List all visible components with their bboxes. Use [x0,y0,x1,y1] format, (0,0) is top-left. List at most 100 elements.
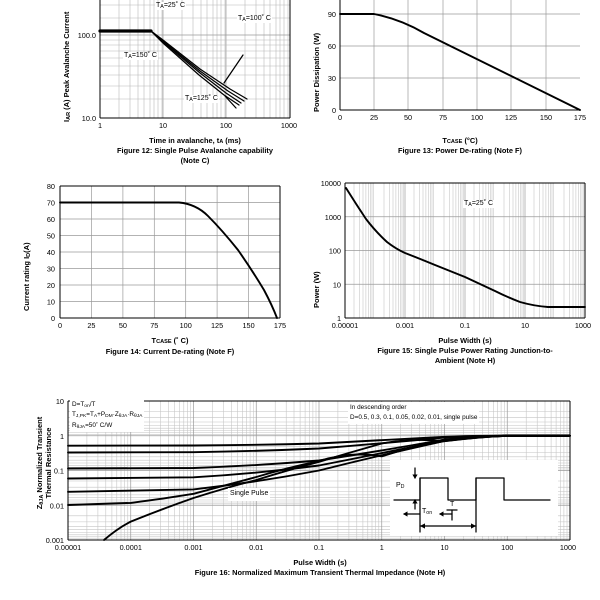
figure-16-formula-line3: RθJA=50˚ C/W [72,421,113,430]
svg-text:0.00001: 0.00001 [332,321,358,330]
svg-text:0.1: 0.1 [460,321,470,330]
figure-16-single-pulse-text: Single Pulse [230,490,269,497]
figure-13-caption: Figure 13: Power De-rating (Note F) [335,146,585,156]
figure-13-y-ticks: 90 60 30 0 [328,10,336,115]
figure-12-x-axis-label: Time in avalanche, tA (ms) [149,136,241,145]
svg-text:0.01: 0.01 [249,543,263,552]
figure-16-x-axis-label: Pulse Width (s) [293,558,347,567]
figure-15: Power (W) [300,178,600,378]
svg-text:80: 80 [47,182,55,191]
figure-16-formula-line2: TJ,PK=TA+PDM·ZθJA·RθJA [72,411,143,420]
svg-text:100.0: 100.0 [78,31,96,40]
figure-16-order-note: In descending order D=0.5, 0.3, 0.1, 0.0… [348,402,480,424]
svg-text:0.0001: 0.0001 [120,543,142,552]
figure-15-x-axis-label: Pulse Width (s) [438,336,492,345]
svg-text:40: 40 [47,248,55,257]
svg-text:25: 25 [87,321,95,330]
svg-text:50: 50 [119,321,127,330]
svg-text:0: 0 [51,314,55,323]
svg-text:1000: 1000 [560,543,576,552]
figure-16-caption: Figure 16: Normalized Maximum Transient … [150,568,490,578]
svg-text:90: 90 [328,10,336,19]
figure-15-caption: Figure 15: Single Pulse Power Rating Jun… [335,346,595,366]
figure-13-caption-line1: Figure 13: Power De-rating (Note F) [397,146,522,155]
svg-text:100: 100 [471,113,483,122]
figure-15-curves [345,187,586,308]
svg-text:0: 0 [58,321,62,330]
figure-13-axis-frame [339,0,580,111]
figure-14-caption-line1: Figure 14: Current De-rating (Note F) [105,347,235,356]
figure-15-axis-frame [344,182,586,319]
svg-text:60: 60 [47,215,55,224]
figure-12-caption-line2: (Note C) [180,155,210,165]
figure-16-inset-label-t: T [449,501,456,508]
svg-text:10000: 10000 [321,179,341,188]
svg-text:0.00001: 0.00001 [55,543,81,552]
svg-text:10.0: 10.0 [82,114,96,123]
svg-text:150: 150 [540,113,552,122]
figure-12-curves [98,29,248,109]
svg-text:30: 30 [47,265,55,274]
svg-text:175: 175 [574,113,586,122]
svg-text:0.001: 0.001 [396,321,414,330]
svg-text:0.001: 0.001 [184,543,202,552]
svg-text:0: 0 [332,106,336,115]
svg-text:100: 100 [220,121,232,130]
figure-14-curves [59,201,278,319]
figure-13-x-axis-label: TCASE (°C) [442,136,478,145]
svg-text:150: 150 [243,321,255,330]
figure-16-axis-frame [67,400,571,541]
figure-15-gridlines [345,183,585,318]
figure-16-order-note-line1: In descending order [350,404,407,411]
svg-text:100: 100 [329,247,341,256]
svg-text:10: 10 [159,121,167,130]
figure-16-inset-label-pd: PD [395,482,406,490]
figure-13-curves [339,13,581,111]
figure-15-caption-line1: Figure 15: Single Pulse Power Rating Jun… [377,346,553,355]
svg-text:50: 50 [47,232,55,241]
svg-text:1: 1 [60,432,64,441]
svg-text:10: 10 [56,397,64,406]
figure-13-gridlines [340,0,580,110]
svg-text:1000: 1000 [575,321,591,330]
figure-15-annotation-ta25: TA=25˚ C [463,200,495,208]
figure-16-formula-line1: D=Ton/T [72,401,96,409]
figure-12-annotation-ta150: TA=150˚ C [123,52,158,60]
svg-text:0.001: 0.001 [46,536,64,545]
figure-16-single-pulse-label: Single Pulse [228,488,271,501]
figure-15-plot: 0.00001 0.001 0.1 10 1000 10000 1000 100… [321,179,591,330]
svg-text:125: 125 [505,113,517,122]
figure-12-x-ticks: 1 10 100 1000 [98,121,297,130]
svg-text:30: 30 [328,74,336,83]
figure-16-waveform-svg [393,467,551,533]
svg-text:100: 100 [180,321,192,330]
figure-12-y-ticks: 100.0 10.0 [78,31,96,123]
figure-12-caption-line1: Figure 12: Single Pulse Avalanche capabi… [117,146,273,155]
figure-14-x-axis-label: TCASE (˚ C) [151,336,189,345]
figure-16-inset-label-ton: Ton [421,508,434,516]
svg-text:125: 125 [211,321,223,330]
svg-text:10: 10 [47,298,55,307]
figure-14-gridlines [60,185,280,318]
svg-text:175: 175 [274,321,286,330]
figure-14-plot: 0 25 50 75 100 125 150 175 80 70 60 50 4… [47,182,286,330]
svg-text:75: 75 [439,113,447,122]
figure-13-x-ticks: 0 25 50 75 100 125 150 175 [338,113,586,122]
figure-15-x-ticks: 0.00001 0.001 0.1 10 1000 [332,321,591,330]
svg-text:1000: 1000 [281,121,297,130]
svg-text:0.01: 0.01 [50,501,64,510]
svg-text:0: 0 [338,113,342,122]
figure-16: ZθJA Normalized Transient Thermal Resist… [0,388,600,600]
figure-16-y-ticks: 10 1 0.1 0.01 0.001 [46,397,64,545]
svg-text:50: 50 [404,113,412,122]
svg-text:10: 10 [440,543,448,552]
svg-text:100: 100 [501,543,513,552]
figure-14: Current rating ID(A) [0,178,300,378]
figure-13: Power Dissipation (W) [300,0,600,170]
svg-text:1: 1 [98,121,102,130]
svg-text:60: 60 [328,42,336,51]
svg-text:10: 10 [333,280,341,289]
figure-12-annotation-ta25: TA=25˚ C [155,2,187,10]
figure-16-waveform-inset: PD Ton T [390,460,558,536]
